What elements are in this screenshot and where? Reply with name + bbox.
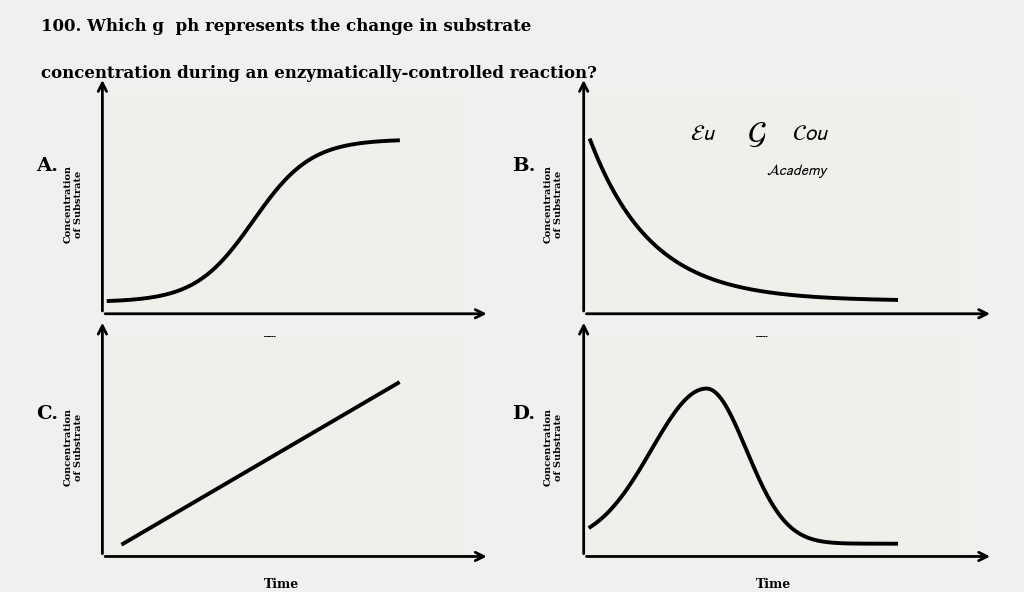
Text: Time: Time [264,578,299,591]
Text: $\mathcal{G}$: $\mathcal{G}$ [746,120,766,149]
Text: Time: Time [756,578,791,591]
Text: D.: D. [512,406,536,423]
Text: $\mathcal{Academy}$: $\mathcal{Academy}$ [766,162,828,181]
Text: C.: C. [36,406,58,423]
Text: concentration during an enzymatically-controlled reaction?: concentration during an enzymatically-co… [41,65,597,82]
Text: A.: A. [36,157,57,175]
Text: B.: B. [512,157,536,175]
Text: Concentration
of Substrate: Concentration of Substrate [544,165,563,243]
Text: Time: Time [264,336,299,349]
Text: $\mathcal{Eu}$: $\mathcal{Eu}$ [690,124,716,144]
Text: Concentration
of Substrate: Concentration of Substrate [65,165,83,243]
Text: Concentration
of Substrate: Concentration of Substrate [65,408,83,486]
Text: Concentration
of Substrate: Concentration of Substrate [544,408,563,486]
Text: Time: Time [756,336,791,349]
Text: $\mathcal{Cou}$: $\mathcal{Cou}$ [793,124,829,144]
Text: 100. Which g  ph represents the change in substrate: 100. Which g ph represents the change in… [41,18,531,35]
